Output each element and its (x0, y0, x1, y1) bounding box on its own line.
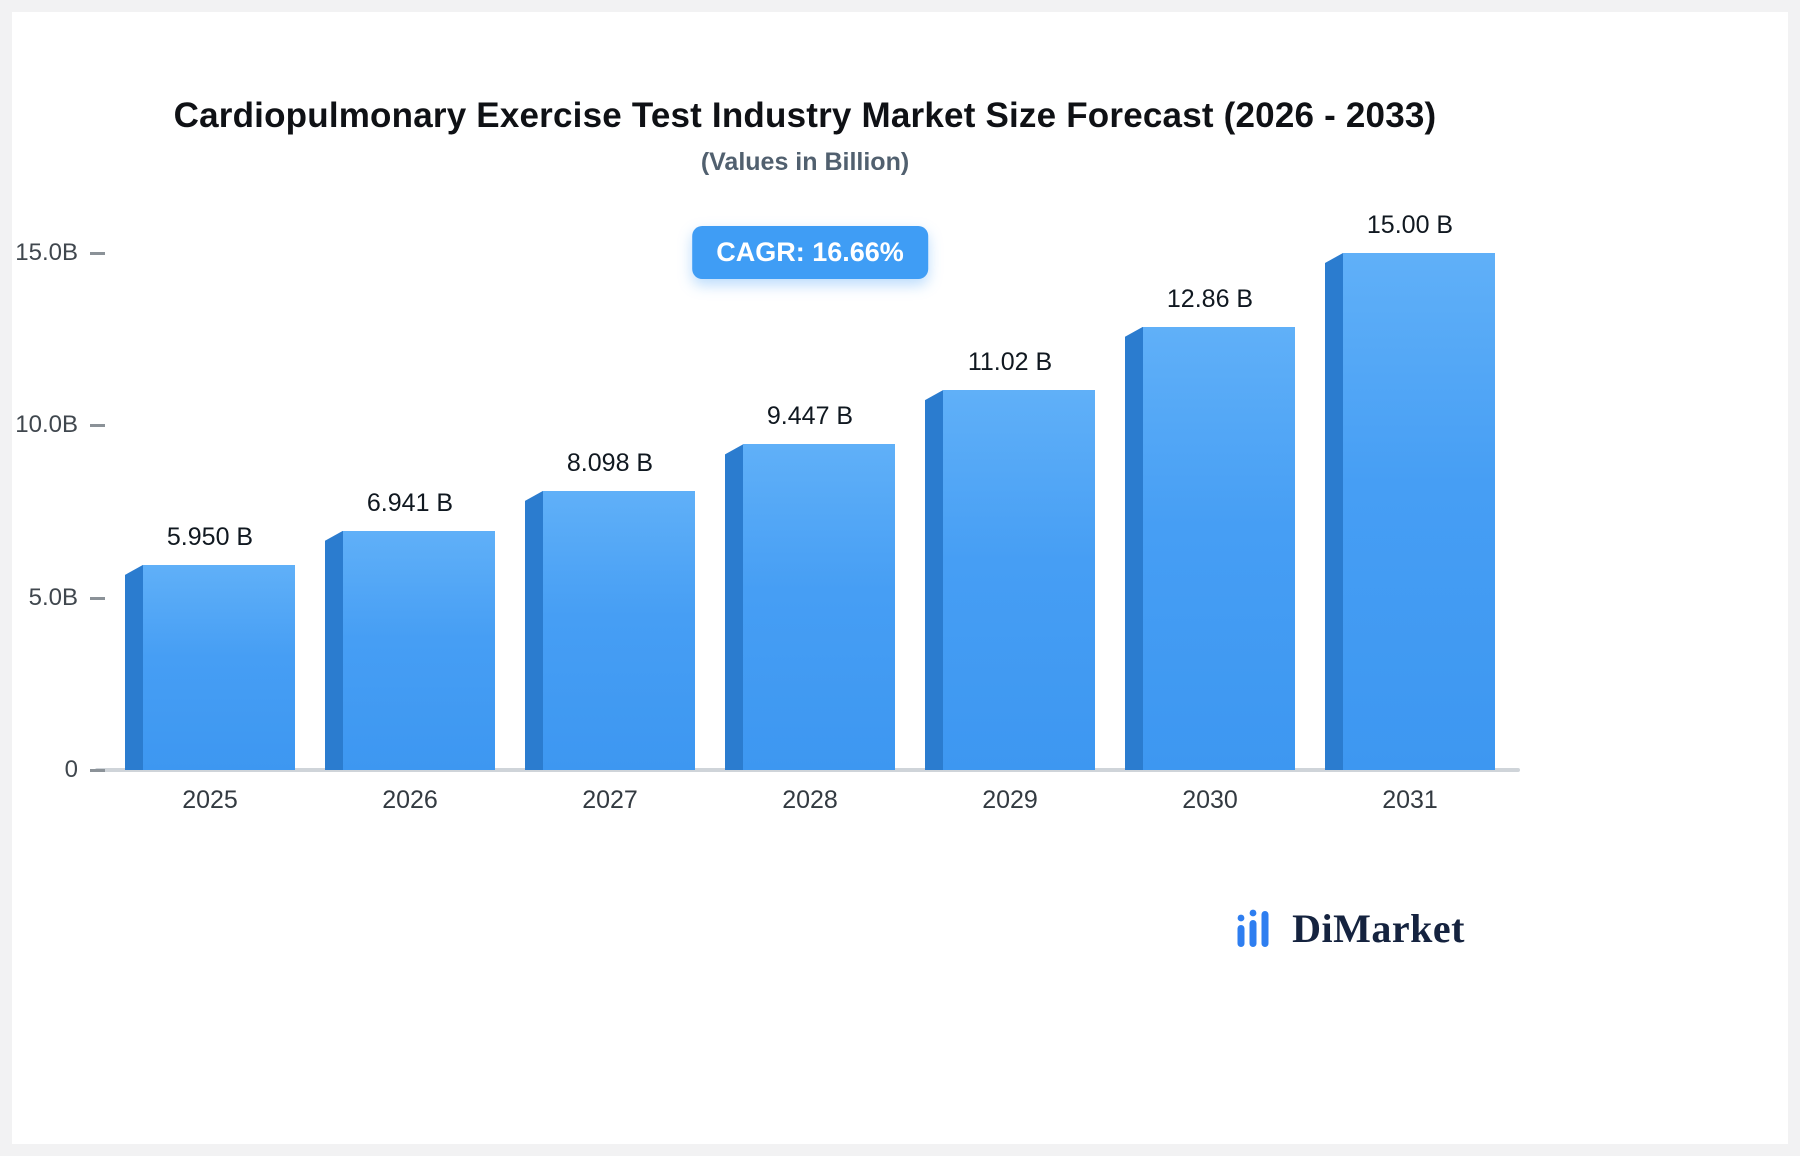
x-axis-label: 2029 (982, 786, 1038, 814)
dimarket-logo: DiMarket (1234, 905, 1465, 952)
x-axis-line (95, 768, 1520, 772)
bar (325, 530, 495, 770)
bar-face (943, 390, 1095, 770)
bar (925, 390, 1095, 770)
bar-side-edge (725, 444, 743, 770)
y-axis-label: 5.0B (28, 583, 78, 611)
bar-value-label: 6.941 B (366, 488, 454, 517)
bar-side-edge (325, 530, 343, 770)
y-axis-label: 15.0B (15, 239, 78, 266)
chart-title: Cardiopulmonary Exercise Test Industry M… (173, 96, 1437, 135)
cagr-badge: CAGR: 16.66% (692, 226, 928, 279)
bar-side-edge (1125, 326, 1143, 770)
bar-value-label: 5.950 B (166, 522, 254, 551)
bar-value-label: 9.447 B (766, 402, 854, 431)
x-axis-label: 2031 (1382, 786, 1438, 814)
bar-side-edge (525, 490, 543, 770)
bar-face (143, 564, 295, 770)
y-axis-tick (90, 769, 105, 772)
bar-face (343, 530, 495, 770)
x-axis-label: 2027 (582, 786, 638, 814)
bar (525, 490, 695, 770)
x-axis-label: 2025 (182, 786, 238, 814)
bar-face (543, 490, 695, 770)
y-axis-tick (90, 424, 105, 428)
bar-value-label: 11.02 B (967, 348, 1053, 377)
bar-chart-logo-icon (1237, 909, 1269, 947)
bar (1325, 253, 1495, 770)
y-axis-tick (90, 252, 105, 255)
bar-value-label: 12.86 B (1166, 284, 1254, 313)
y-axis-label: 10.0B (15, 411, 78, 439)
chart-subtitle: (Values in Billion) (700, 148, 910, 176)
x-axis-label: 2030 (1182, 786, 1238, 814)
y-axis-tick (90, 596, 105, 600)
bar (1125, 326, 1295, 770)
bar (125, 564, 295, 770)
bar-face (743, 444, 895, 770)
bar-side-edge (1325, 253, 1343, 770)
bar-value-label: 15.00 B (1366, 211, 1454, 239)
bar-face (1143, 326, 1295, 770)
bar-side-edge (125, 564, 143, 770)
bar-face (1343, 253, 1495, 770)
y-axis-label: 0 (64, 756, 78, 783)
x-axis-label: 2026 (382, 786, 438, 814)
x-axis-label: 2028 (782, 786, 838, 814)
bar (725, 444, 895, 770)
logo-text: DiMarket (1292, 906, 1465, 951)
bar-value-label: 8.098 B (566, 448, 654, 477)
bar-side-edge (925, 390, 943, 770)
